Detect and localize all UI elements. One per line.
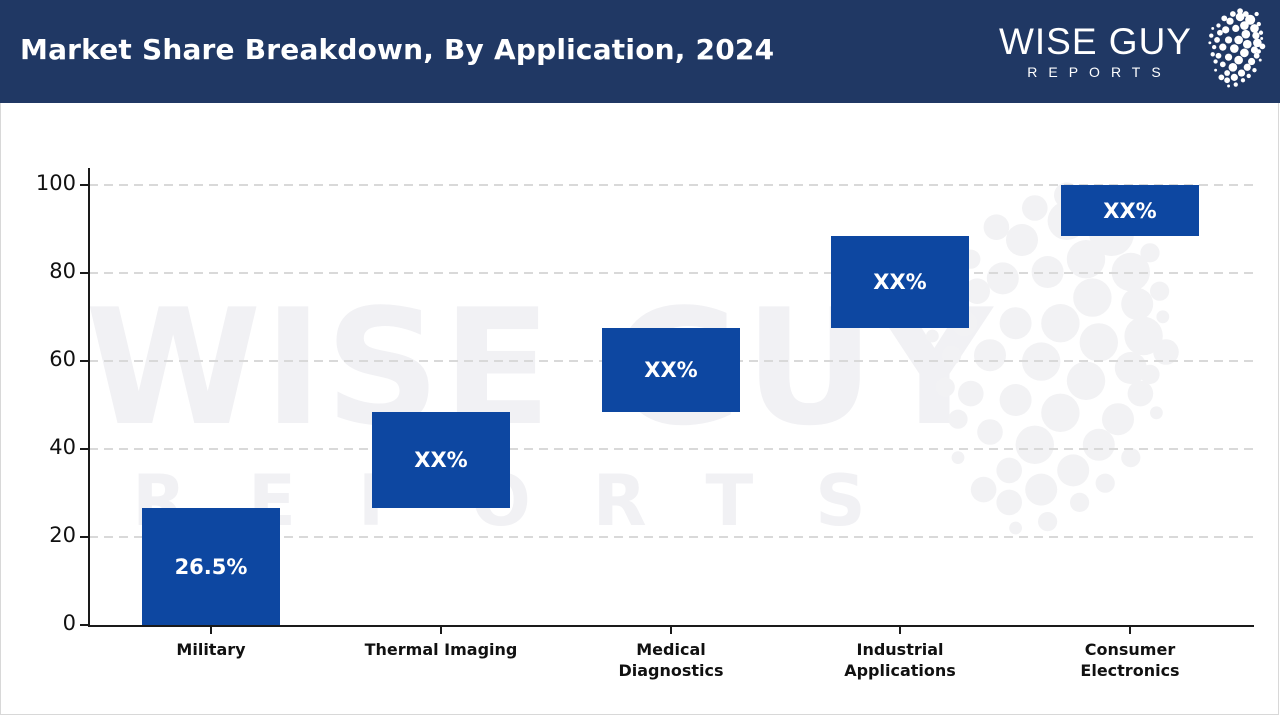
bar-label-industrial-applications: XX%: [873, 270, 927, 295]
wiseguy-head-icon: [1194, 6, 1266, 94]
y-tick-label-60: 60: [49, 347, 76, 371]
bar-label-consumer-electronics: XX%: [1103, 198, 1157, 223]
category-label-medical-diagnostics: Medical Diagnostics: [618, 640, 724, 680]
bar-thermal-imaging: XX%: [372, 411, 510, 509]
category-label-industrial-applications: Industrial Applications: [844, 640, 956, 680]
y-tick-label-100: 100: [35, 171, 76, 195]
gridline-20: [89, 536, 1253, 538]
category-label-thermal-imaging: Thermal Imaging: [364, 640, 518, 659]
gridline-40: [89, 448, 1253, 450]
y-tick-mark-0: [80, 624, 88, 626]
gridline-80: [89, 272, 1253, 274]
logo-name: WISE GUY: [998, 20, 1192, 62]
logo-tagline: REPORTS: [1027, 63, 1172, 80]
x-axis-line: [88, 625, 1254, 627]
bar-label-thermal-imaging: XX%: [414, 447, 468, 472]
header-banner: Market Share Breakdown, By Application, …: [0, 0, 1280, 103]
y-tick-mark-80: [80, 272, 88, 274]
plot-area: 0 20 40 60 80 100 26.5% Military XX% Thermal Imag…: [0, 103, 1280, 714]
y-tick-mark-40: [80, 448, 88, 450]
x-tick-mark-military: [210, 627, 212, 634]
y-tick-mark-20: [80, 536, 88, 538]
y-tick-label-20: 20: [49, 523, 76, 547]
x-tick-mark-thermal-imaging: [440, 627, 442, 634]
y-tick-label-40: 40: [49, 435, 76, 459]
y-axis-line: [88, 168, 90, 627]
bar-military: 26.5%: [142, 508, 280, 625]
bar-industrial-applications: XX%: [831, 236, 969, 328]
y-tick-mark-100: [80, 184, 88, 186]
wiseguy-logo: WISE GUY REPORTS: [999, 6, 1266, 94]
bar-label-military: 26.5%: [174, 554, 248, 579]
y-tick-label-0: 0: [62, 611, 76, 635]
y-tick-label-80: 80: [49, 259, 76, 283]
category-label-consumer-electronics: Consumer Electronics: [1080, 640, 1180, 680]
wiseguy-logo-text: WISE GUY REPORTS: [999, 21, 1192, 80]
chart-title: Market Share Breakdown, By Application, …: [20, 33, 775, 66]
bar-medical-diagnostics: XX%: [602, 328, 740, 412]
bar-consumer-electronics: XX%: [1061, 185, 1199, 237]
x-tick-mark-medical-diagnostics: [670, 627, 672, 634]
gridline-100: [89, 184, 1253, 186]
bar-label-medical-diagnostics: XX%: [644, 357, 698, 382]
category-label-military: Military: [176, 640, 246, 659]
x-tick-mark-consumer-electronics: [1129, 627, 1131, 634]
x-tick-mark-industrial-applications: [899, 627, 901, 634]
y-tick-mark-60: [80, 360, 88, 362]
